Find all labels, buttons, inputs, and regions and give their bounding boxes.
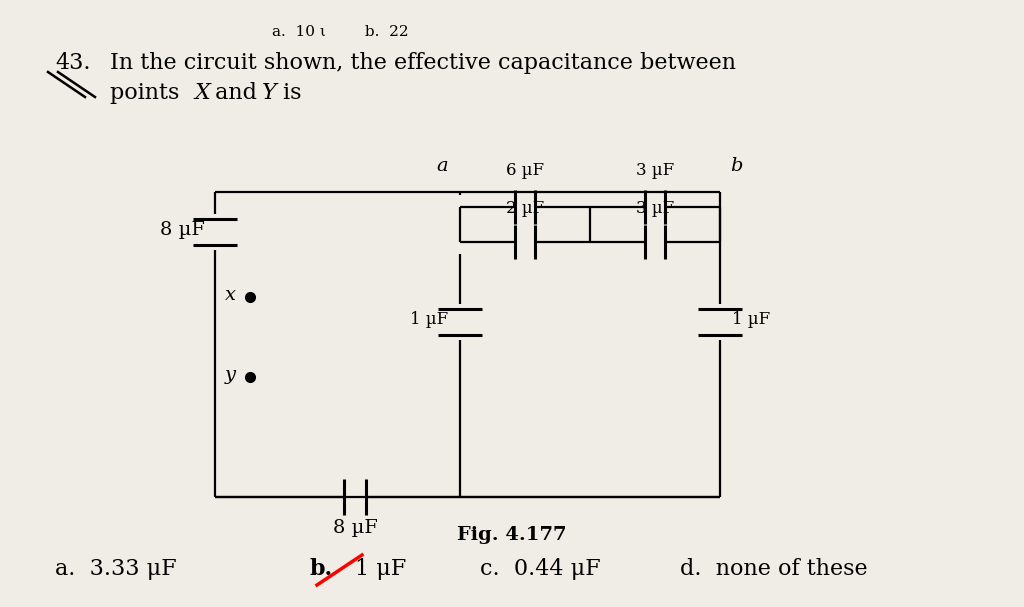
Text: In the circuit shown, the effective capacitance between: In the circuit shown, the effective capa… <box>110 52 736 74</box>
Text: 6 µF: 6 µF <box>506 162 544 179</box>
Text: d.  none of these: d. none of these <box>680 558 867 580</box>
Text: c.  0.44 μF: c. 0.44 μF <box>480 558 601 580</box>
Text: X: X <box>194 82 210 104</box>
Text: 1 µF: 1 µF <box>732 311 770 328</box>
Text: 8 µF: 8 µF <box>333 519 378 537</box>
Text: b.: b. <box>310 558 333 580</box>
Text: 1 µF: 1 µF <box>410 311 449 328</box>
Text: 43.: 43. <box>55 52 90 74</box>
Text: 3 µF: 3 µF <box>636 162 674 179</box>
Text: 2 µF: 2 µF <box>506 200 544 217</box>
Text: 3 µF: 3 µF <box>636 200 674 217</box>
Text: a.  3.33 μF: a. 3.33 μF <box>55 558 176 580</box>
Text: and: and <box>208 82 264 104</box>
Text: 8 µF: 8 µF <box>160 221 205 239</box>
Text: Fig. 4.177: Fig. 4.177 <box>458 526 566 544</box>
Text: a.  10 ι        b.  22: a. 10 ι b. 22 <box>271 25 409 39</box>
Text: is: is <box>276 82 301 104</box>
Text: b: b <box>730 157 742 175</box>
Text: Y: Y <box>262 82 276 104</box>
Text: y: y <box>225 366 236 384</box>
Text: 1 μF: 1 μF <box>355 558 407 580</box>
Text: points: points <box>110 82 186 104</box>
Text: a: a <box>436 157 449 175</box>
Text: x: x <box>225 286 236 304</box>
